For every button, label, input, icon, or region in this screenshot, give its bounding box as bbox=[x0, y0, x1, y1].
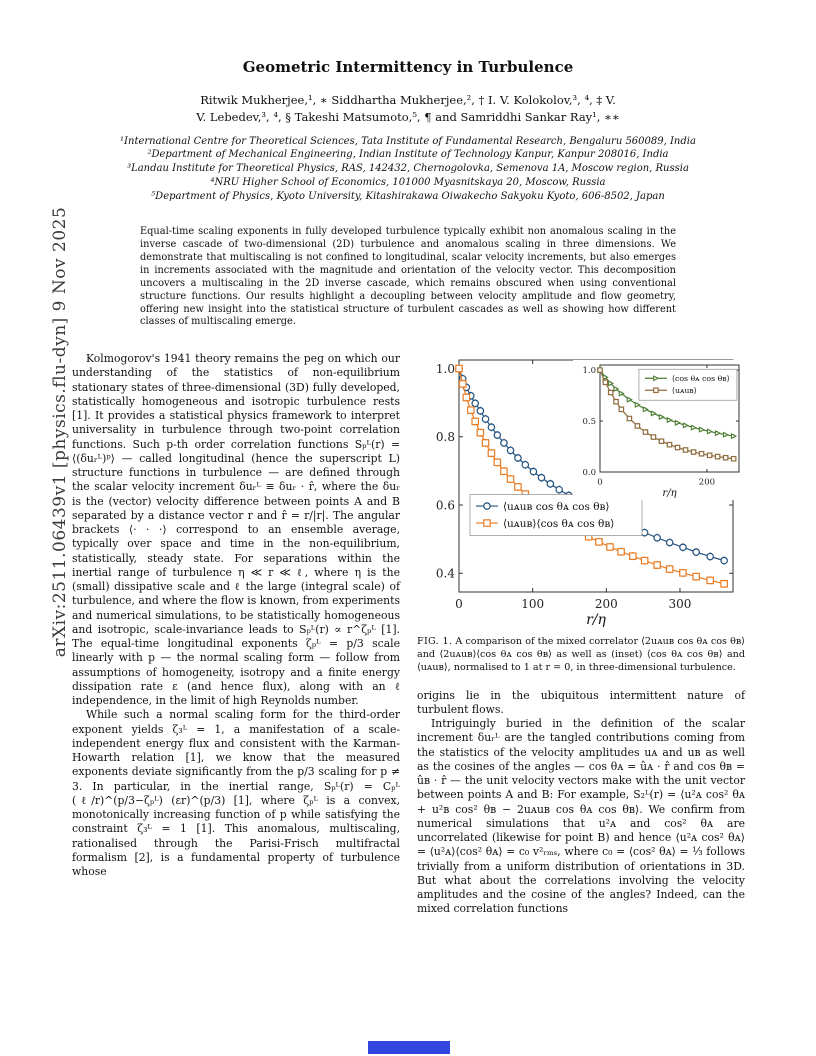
figure-caption-label: FIG. 1. bbox=[417, 636, 453, 647]
authors-line-2: V. Lebedev,³, ⁴, § Takeshi Matsumoto,⁵, … bbox=[196, 110, 620, 125]
affiliation-3: ³Landau Institute for Theoretical Physic… bbox=[127, 163, 689, 175]
svg-text:0.0: 0.0 bbox=[582, 468, 596, 478]
svg-text:⟨uᴀuʙ⟩⟨cos θᴀ cos θʙ⟩: ⟨uᴀuʙ⟩⟨cos θᴀ cos θʙ⟩ bbox=[503, 518, 614, 530]
affiliation-1: ¹International Centre for Theoretical Sc… bbox=[120, 135, 696, 147]
svg-text:0.6: 0.6 bbox=[436, 498, 455, 512]
arxiv-watermark: arXiv:2511.06439v1 [physics.flu-dyn] 9 N… bbox=[50, 206, 70, 658]
body-paragraph: origins lie in the ubiquitous intermitte… bbox=[417, 688, 745, 716]
svg-text:0: 0 bbox=[597, 478, 602, 488]
left-column: Kolmogorov's 1941 theory remains the peg… bbox=[72, 352, 400, 879]
svg-text:200: 200 bbox=[699, 478, 715, 488]
figure-caption-text: A comparison of the mixed correlator ⟨2u… bbox=[417, 636, 745, 673]
right-column: 0 100 200 300 0.4 0.6 0.8 1.0 ⟨uᴀuʙ cos θᴀ cos θ… bbox=[417, 352, 745, 917]
affiliation-5: ⁵Department of Physics, Kyoto University… bbox=[151, 190, 665, 202]
svg-text:100: 100 bbox=[521, 597, 544, 611]
svg-text:0.5: 0.5 bbox=[582, 417, 596, 427]
svg-text:r/η: r/η bbox=[662, 488, 676, 499]
svg-text:200: 200 bbox=[595, 597, 618, 611]
paper-header: Geometric Intermittency in Turbulence Ri… bbox=[0, 58, 816, 203]
body-paragraph: Intriguingly buried in the definition of… bbox=[417, 717, 745, 916]
affiliation-2: ²Department of Mechanical Engineering, I… bbox=[147, 149, 669, 161]
svg-text:300: 300 bbox=[669, 597, 692, 611]
svg-text:1.0: 1.0 bbox=[436, 362, 455, 376]
figure-1: 0 100 200 300 0.4 0.6 0.8 1.0 ⟨uᴀuʙ cos θᴀ cos θ… bbox=[417, 352, 745, 628]
affiliation-4: ⁴NRU Higher School of Economics, 101000 … bbox=[210, 176, 606, 188]
svg-text:1.0: 1.0 bbox=[582, 366, 596, 376]
svg-text:⟨cos θᴀ cos θʙ⟩: ⟨cos θᴀ cos θʙ⟩ bbox=[672, 374, 730, 383]
svg-text:0.8: 0.8 bbox=[436, 430, 455, 444]
footer-link-box[interactable] bbox=[368, 1041, 450, 1054]
body-paragraph: While such a normal scaling form for the… bbox=[72, 708, 400, 878]
paper-title: Geometric Intermittency in Turbulence bbox=[242, 58, 574, 76]
abstract: Equal-time scaling exponents in fully de… bbox=[140, 226, 676, 328]
svg-text:⟨uᴀuʙ cos θᴀ cos θʙ⟩: ⟨uᴀuʙ cos θᴀ cos θʙ⟩ bbox=[503, 501, 610, 513]
figure-caption: FIG. 1. A comparison of the mixed correl… bbox=[417, 636, 745, 675]
body-paragraph: Kolmogorov's 1941 theory remains the peg… bbox=[72, 352, 400, 707]
svg-text:0: 0 bbox=[455, 597, 463, 611]
svg-text:r/η: r/η bbox=[586, 612, 606, 628]
authors-line-1: Ritwik Mukherjee,¹, ∗ Siddhartha Mukherj… bbox=[200, 93, 616, 107]
inset-plot: 0 200 0.0 0.5 1.0 ⟨cos θᴀ cos θʙ⟩ ⟨uᴀuʙ⟩ r/η bbox=[573, 360, 745, 500]
svg-text:⟨uᴀuʙ⟩: ⟨uᴀuʙ⟩ bbox=[672, 386, 697, 395]
svg-text:0.4: 0.4 bbox=[436, 567, 455, 581]
affiliations: ¹International Centre for Theoretical Sc… bbox=[0, 135, 816, 204]
